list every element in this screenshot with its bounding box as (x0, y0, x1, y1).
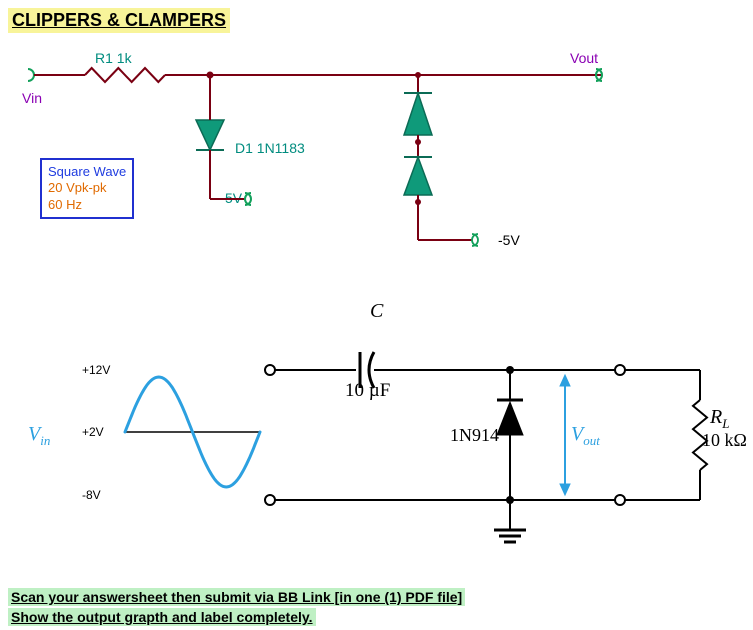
vin-wave-label: Vin (28, 423, 50, 449)
plus2-label: +2V (82, 425, 104, 439)
v2-label: -5V (498, 232, 520, 248)
source-infobox: Square Wave 20 Vpk-pk 60 Hz (40, 158, 134, 219)
vin-label: Vin (22, 90, 42, 106)
c-value-label: 10 µF (345, 380, 390, 402)
minus8-label: -8V (82, 488, 101, 502)
v1-label: 5V (225, 190, 242, 206)
vout-label: Vout (570, 50, 598, 66)
d1-label: D1 1N1183 (235, 140, 305, 156)
page-title: CLIPPERS & CLAMPERS (8, 8, 230, 33)
diode2-label: 1N914 (450, 425, 499, 446)
c-label: C (370, 300, 383, 323)
infobox-line1: Square Wave (48, 164, 126, 180)
r1-label: R1 1k (95, 50, 132, 66)
instruction-line-1: Scan your answersheet then submit via BB… (8, 588, 465, 606)
rl-label: RL (710, 406, 729, 432)
infobox-line2: 20 Vpk-pk (48, 180, 126, 196)
title-text: CLIPPERS & CLAMPERS (12, 10, 226, 30)
rl-value-label: 10 kΩ (702, 430, 747, 451)
vout-clamper-label: Vout (571, 423, 600, 449)
infobox-line3: 60 Hz (48, 197, 126, 213)
plus12-label: +12V (82, 363, 110, 377)
instruction-line-2: Show the output grapth and label complet… (8, 608, 316, 626)
